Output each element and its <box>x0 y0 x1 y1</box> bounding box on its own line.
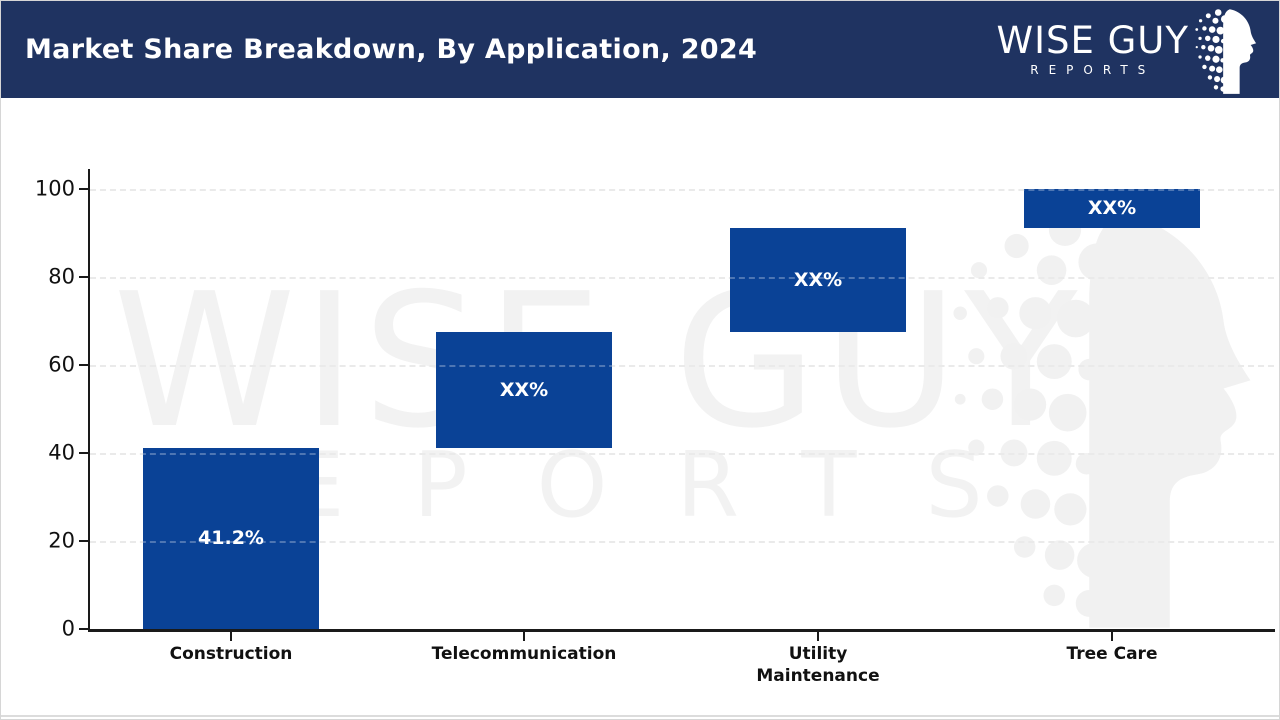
y-tick-label: 60 <box>48 352 75 377</box>
x-tick-mark <box>1111 632 1113 641</box>
y-tick-mark <box>79 452 88 454</box>
y-tick-label: 0 <box>61 616 75 641</box>
page-title: Market Share Breakdown, By Application, … <box>25 34 758 65</box>
y-tick-mark <box>79 188 88 190</box>
y-tick-label: 80 <box>48 264 75 289</box>
y-tick-mark <box>79 276 88 278</box>
x-tick-mark <box>817 632 819 641</box>
bar-telecommunication <box>436 331 612 448</box>
h-gridline-80 <box>90 277 1274 279</box>
wiseguy-logo-text: WISE GUY REPORTS <box>997 22 1189 77</box>
wiseguy-logo: WISE GUY REPORTS <box>997 5 1263 95</box>
bar-construction <box>143 447 319 629</box>
bar-utility-maintenance <box>730 227 906 332</box>
wiseguy-logo-line1: WISE GUY <box>996 19 1189 62</box>
bottom-divider <box>1 715 1279 717</box>
x-category-label: Tree Care <box>1066 644 1158 664</box>
bar-value-label: XX% <box>1087 197 1137 220</box>
watermark-head-icon <box>933 203 1280 633</box>
bar-value-label: XX% <box>793 268 843 291</box>
wiseguy-logo-line2: REPORTS <box>1030 63 1156 77</box>
x-tick-mark <box>230 632 232 641</box>
h-gridline-overlay-100 <box>90 189 1274 191</box>
dotted-head-profile-icon <box>1191 7 1263 95</box>
y-tick-label: 20 <box>48 528 75 553</box>
h-gridline-20 <box>90 541 1274 543</box>
header-band: Market Share Breakdown, By Application, … <box>1 1 1279 98</box>
y-axis-line <box>88 169 90 631</box>
h-gridline-overlay-20 <box>90 541 1274 543</box>
h-gridline-100 <box>90 189 1274 191</box>
x-axis-line <box>88 629 1275 632</box>
bar-value-label: 41.2% <box>198 527 264 550</box>
x-tick-mark <box>523 632 525 641</box>
x-category-label: Utility Maintenance <box>756 644 880 686</box>
x-category-label: Construction <box>169 644 293 664</box>
y-tick-mark <box>79 540 88 542</box>
bar-tree-care <box>1024 189 1200 228</box>
y-tick-label: 100 <box>34 176 75 201</box>
y-tick-mark <box>79 628 88 630</box>
bar-value-label: XX% <box>499 378 549 401</box>
y-tick-mark <box>79 364 88 366</box>
h-gridline-40 <box>90 453 1274 455</box>
y-tick-label: 40 <box>48 440 75 465</box>
h-gridline-60 <box>90 365 1274 367</box>
x-category-label: Telecommunication <box>431 644 617 664</box>
h-gridline-overlay-60 <box>90 365 1274 367</box>
h-gridline-overlay-40 <box>90 453 1274 455</box>
h-gridline-overlay-80 <box>90 277 1274 279</box>
